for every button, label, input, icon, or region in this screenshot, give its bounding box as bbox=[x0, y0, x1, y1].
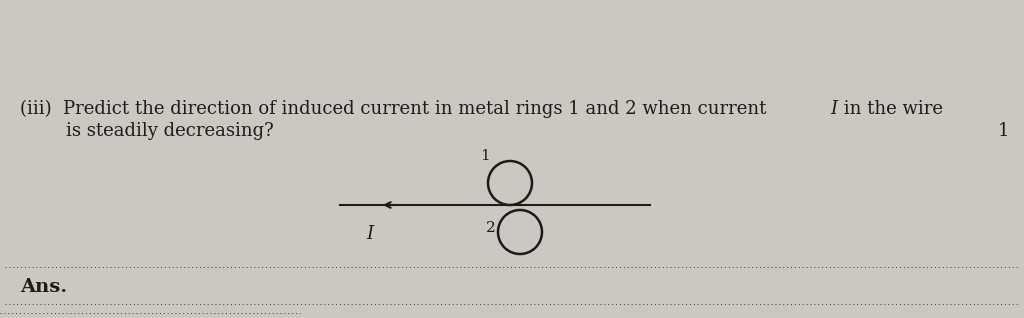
Text: I: I bbox=[367, 225, 374, 243]
Text: I: I bbox=[830, 100, 838, 118]
Text: Ans.: Ans. bbox=[20, 278, 68, 296]
Text: is steadily decreasing?: is steadily decreasing? bbox=[20, 122, 273, 140]
Text: (iii)  Predict the direction of induced current in metal rings 1 and 2 when curr: (iii) Predict the direction of induced c… bbox=[20, 100, 772, 118]
Text: 1: 1 bbox=[480, 149, 490, 163]
Text: 2: 2 bbox=[486, 221, 496, 235]
Text: 1: 1 bbox=[997, 122, 1009, 140]
Text: in the wire: in the wire bbox=[838, 100, 943, 118]
